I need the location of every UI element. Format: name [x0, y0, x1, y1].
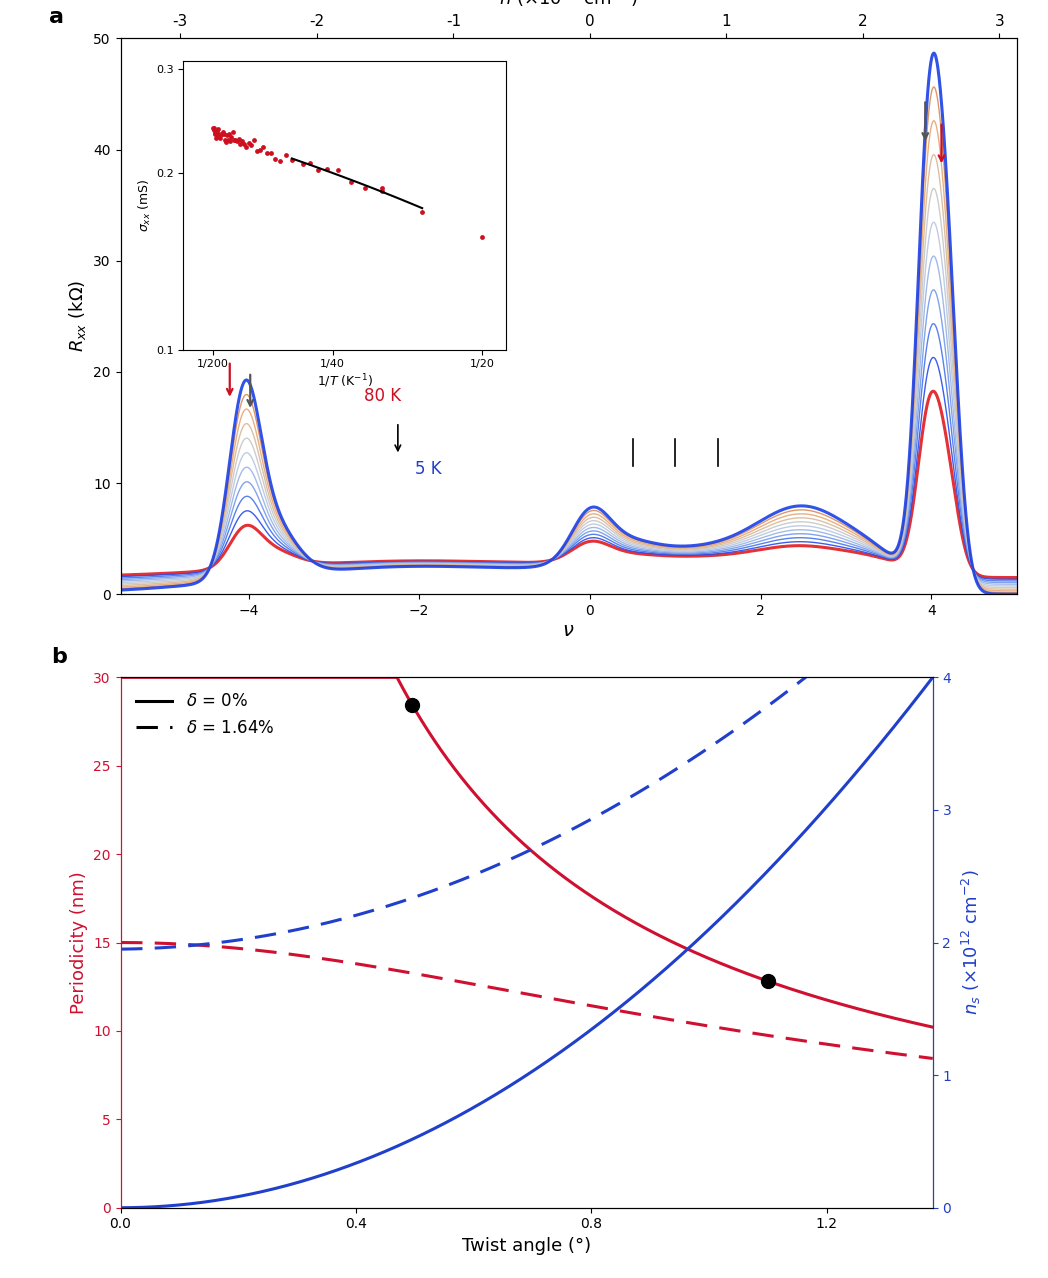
Point — [405, 695, 421, 716]
Y-axis label: $R_{xx}$ (k$\Omega$): $R_{xx}$ (k$\Omega$) — [67, 280, 88, 353]
Legend: $\delta$ = 0%, $\delta$ = 1.64%: $\delta$ = 0%, $\delta$ = 1.64% — [129, 686, 281, 744]
Text: 80 K: 80 K — [364, 387, 400, 405]
Text: 5 K: 5 K — [415, 460, 441, 478]
Y-axis label: Periodicity (nm): Periodicity (nm) — [69, 872, 88, 1013]
Point — [760, 971, 777, 992]
Text: a: a — [49, 8, 64, 27]
X-axis label: Twist angle (°): Twist angle (°) — [462, 1237, 591, 1255]
X-axis label: $\nu$: $\nu$ — [563, 621, 574, 640]
Text: b: b — [51, 647, 67, 667]
Y-axis label: $n_s$ ($\times$10$^{12}$ cm$^{-2}$): $n_s$ ($\times$10$^{12}$ cm$^{-2}$) — [960, 869, 983, 1016]
X-axis label: $n$ ($\times 10^{12}$ cm$^{-2}$): $n$ ($\times 10^{12}$ cm$^{-2}$) — [499, 0, 638, 9]
